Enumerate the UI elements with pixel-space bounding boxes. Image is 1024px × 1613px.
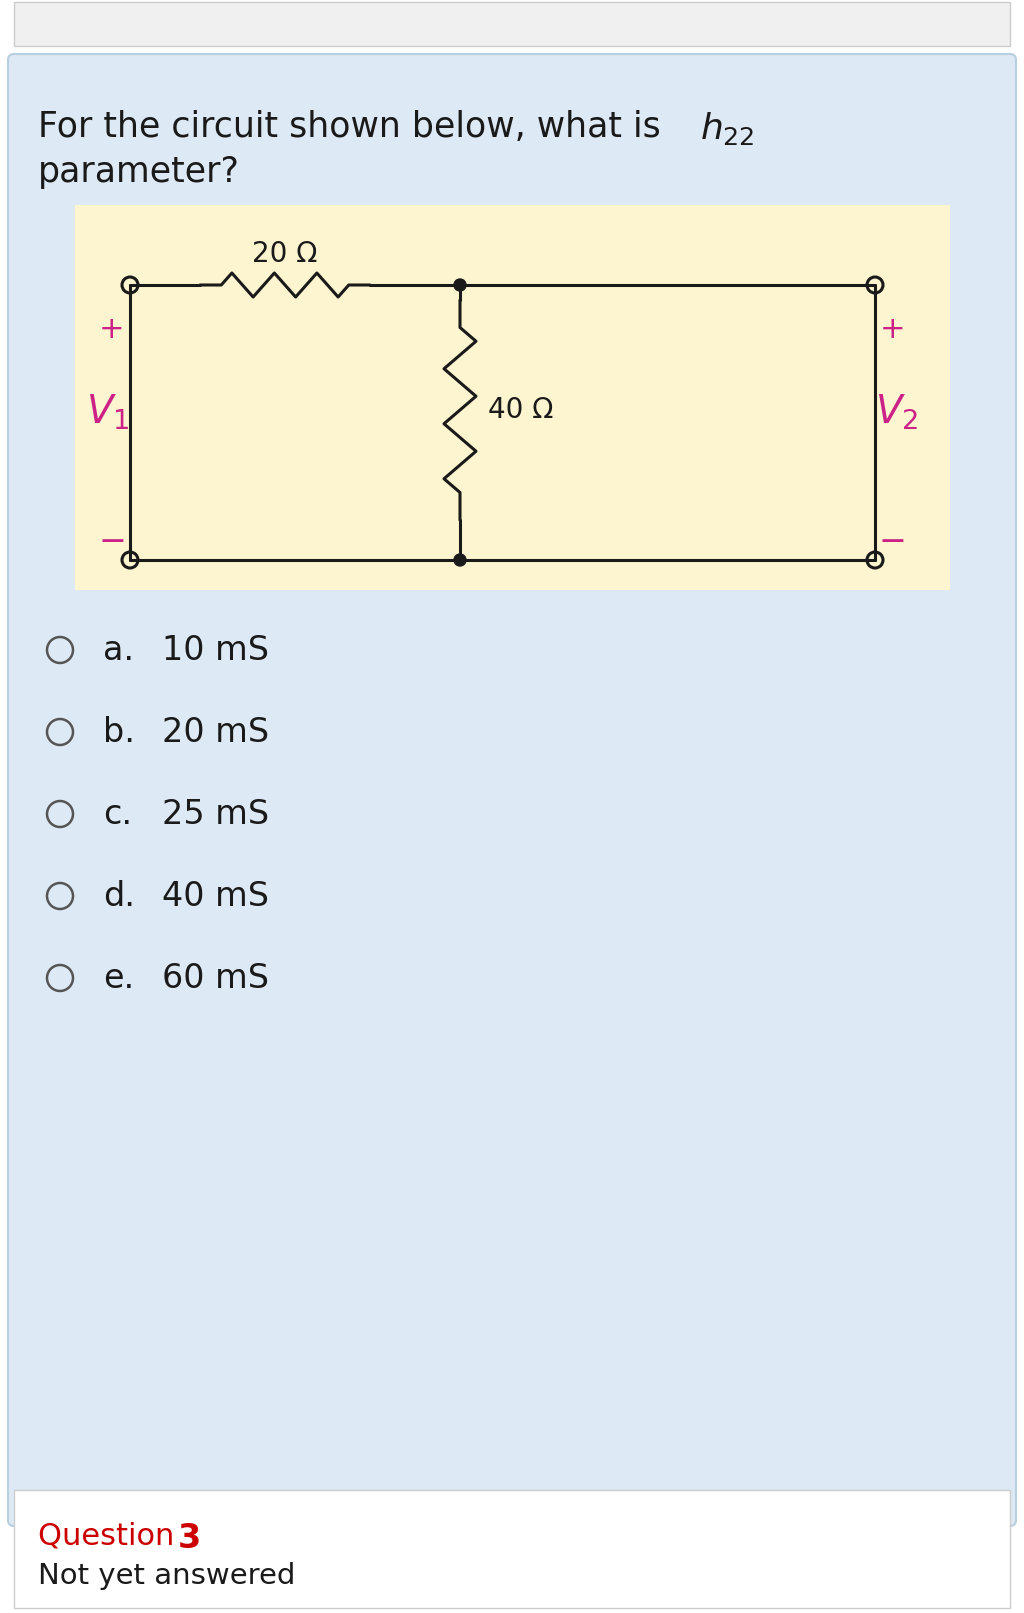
Text: b.: b. <box>103 716 135 748</box>
Text: 40 mS: 40 mS <box>162 879 269 913</box>
Text: For the circuit shown below, what is: For the circuit shown below, what is <box>38 110 672 144</box>
Text: +: + <box>99 315 125 344</box>
Text: 25 mS: 25 mS <box>162 797 269 831</box>
Text: 60 mS: 60 mS <box>162 961 269 995</box>
Text: $h_{22}$: $h_{22}$ <box>700 110 755 147</box>
FancyBboxPatch shape <box>14 2 1010 47</box>
Text: e.: e. <box>103 961 134 995</box>
FancyBboxPatch shape <box>8 53 1016 1526</box>
Circle shape <box>454 279 466 290</box>
FancyBboxPatch shape <box>14 1490 1010 1608</box>
Text: 3: 3 <box>178 1523 202 1555</box>
Text: d.: d. <box>103 879 135 913</box>
Text: +: + <box>881 315 906 344</box>
Text: $V_1$: $V_1$ <box>86 394 130 432</box>
Text: −: − <box>879 524 907 558</box>
Text: a.: a. <box>103 634 134 666</box>
Text: −: − <box>98 524 126 558</box>
Text: 40 Ω: 40 Ω <box>488 397 553 424</box>
Text: $V_2$: $V_2$ <box>876 394 919 432</box>
Text: 20 Ω: 20 Ω <box>252 240 317 268</box>
FancyBboxPatch shape <box>75 205 950 590</box>
Text: 10 mS: 10 mS <box>162 634 269 666</box>
Text: c.: c. <box>103 797 132 831</box>
Circle shape <box>454 553 466 566</box>
Text: 20 mS: 20 mS <box>162 716 269 748</box>
Text: parameter?: parameter? <box>38 155 240 189</box>
Text: Not yet answered: Not yet answered <box>38 1561 295 1590</box>
Text: Question: Question <box>38 1523 184 1552</box>
